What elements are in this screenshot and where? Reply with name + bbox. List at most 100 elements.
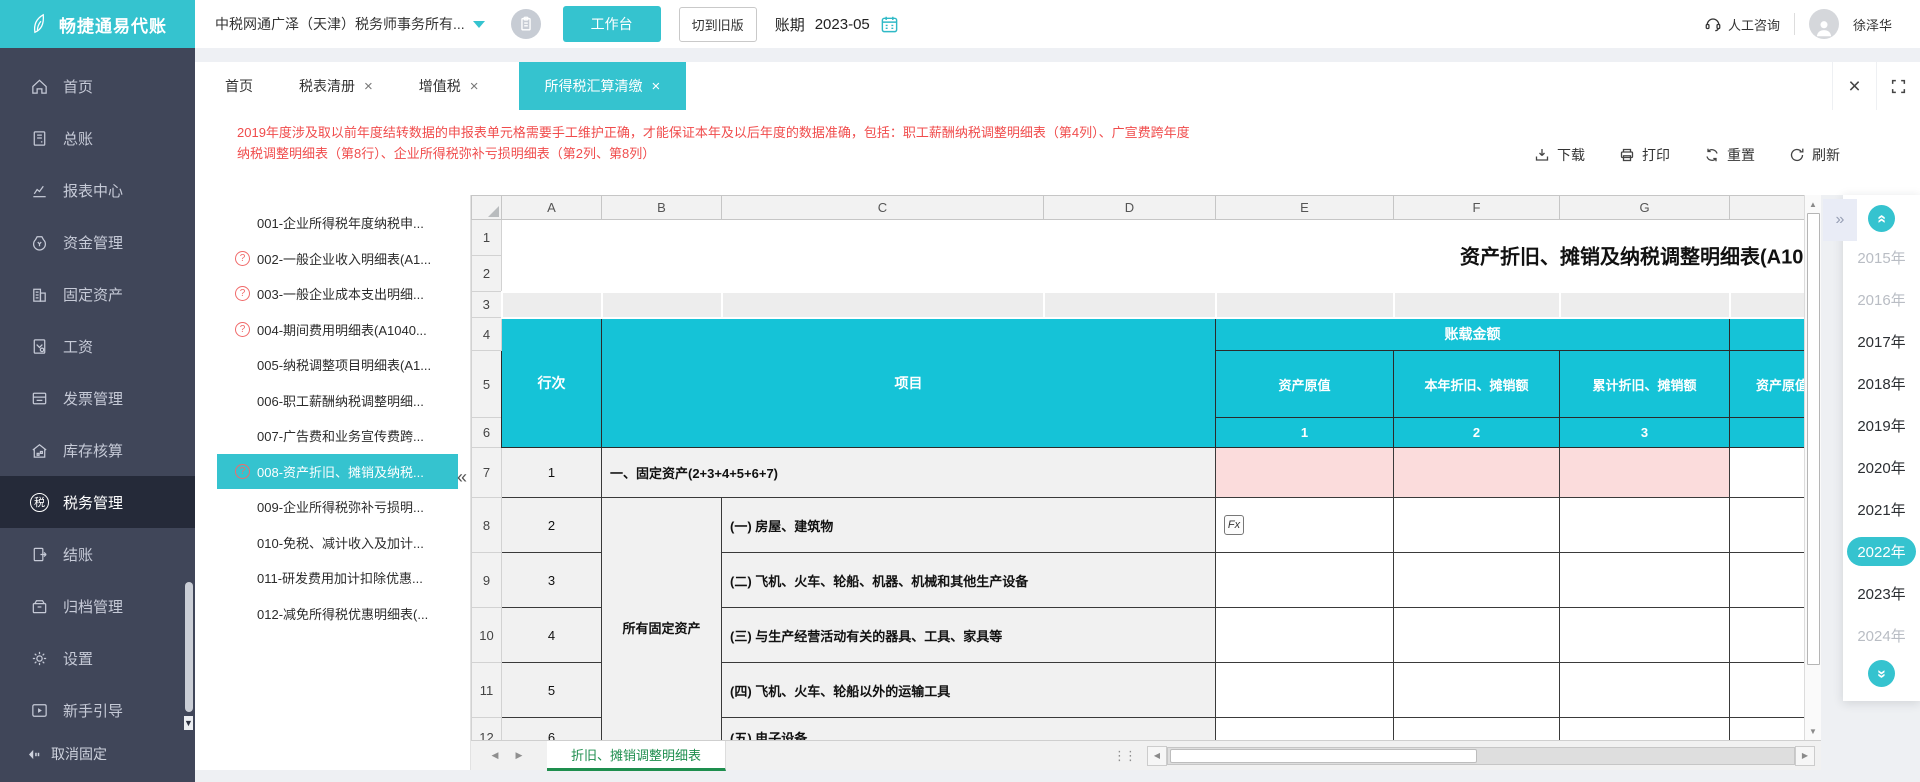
data-cell[interactable]	[1215, 552, 1394, 608]
sheet-prev-icon[interactable]: ◀	[491, 750, 499, 760]
unpin-sidebar-button[interactable]: 取消固定	[0, 736, 195, 772]
sidebar-item-report-center[interactable]: 报表中心	[0, 164, 195, 216]
year-2023[interactable]: 2023年	[1857, 585, 1906, 603]
project-cell[interactable]: (三) 与生产经营活动有关的器具、工具、家具等	[721, 607, 1216, 663]
refresh-button[interactable]: 刷新	[1789, 145, 1840, 165]
form-item-001[interactable]: 001-企业所得税年度纳税申...	[257, 216, 424, 232]
col-header[interactable]: B	[601, 195, 722, 220]
col-header[interactable]: D	[1043, 195, 1216, 220]
horizontal-scroll-thumb[interactable]	[1170, 748, 1477, 763]
sidebar-item-funds[interactable]: 资金管理	[0, 216, 195, 268]
sidebar-item-closing[interactable]: 结账	[0, 528, 195, 580]
sidebar-scrollbar[interactable]	[185, 582, 193, 712]
data-cell[interactable]	[1393, 607, 1560, 663]
data-cell[interactable]	[1393, 717, 1560, 740]
help-icon[interactable]: ?	[235, 250, 250, 266]
header-partial-col[interactable]: 资产原值	[1729, 350, 1804, 418]
years-up-button[interactable]: «	[1868, 205, 1895, 232]
download-button[interactable]: 下载	[1534, 145, 1585, 165]
merged-category-cell[interactable]: 所有固定资产	[601, 497, 722, 740]
header-cell[interactable]	[1729, 417, 1804, 448]
data-cell[interactable]	[1559, 497, 1730, 553]
project-cell[interactable]: (一) 房屋、建筑物	[721, 497, 1216, 553]
vertical-scroll-thumb[interactable]	[1806, 213, 1820, 665]
year-2021[interactable]: 2021年	[1857, 501, 1906, 519]
close-icon[interactable]: ×	[364, 77, 373, 95]
computed-cell[interactable]	[1215, 447, 1394, 498]
col-header[interactable]: E	[1215, 195, 1394, 220]
row-header[interactable]: 4	[471, 317, 502, 351]
clipboard-icon[interactable]	[510, 9, 541, 39]
cell[interactable]	[1214, 290, 1395, 319]
computed-cell[interactable]	[1393, 447, 1560, 498]
period-value[interactable]: 2023-05	[814, 15, 870, 33]
fullscreen-button[interactable]	[1876, 62, 1920, 110]
row-header[interactable]: 3	[471, 291, 502, 318]
header-book-amount[interactable]: 账载金额	[1215, 317, 1730, 351]
scroll-left-icon[interactable]: ◀	[1147, 745, 1167, 766]
form-item-006[interactable]: 006-职工薪酬纳税调整明细...	[257, 393, 424, 409]
horizontal-scrollbar[interactable]: ◀ ▶	[1147, 745, 1815, 766]
form-item-007[interactable]: 007-广告费和业务宣传费跨...	[257, 429, 424, 445]
data-cell[interactable]	[1729, 662, 1804, 718]
project-cell[interactable]: (二) 飞机、火车、轮船、机器、机械和其他生产设备	[721, 552, 1216, 608]
header-accumulated-depreciation[interactable]: 累计折旧、摊销额	[1559, 350, 1730, 418]
company-select[interactable]: 中税网通广泽（天津）税务师事务所有...	[215, 14, 485, 34]
row-header[interactable]: 7	[471, 447, 502, 498]
drag-handle-icon[interactable]: ⋮⋮	[1113, 747, 1137, 763]
close-all-tabs-button[interactable]: ×	[1832, 62, 1876, 110]
data-cell[interactable]	[1729, 497, 1804, 553]
header-cell[interactable]	[1729, 317, 1804, 351]
year-2019[interactable]: 2019年	[1857, 417, 1906, 435]
close-icon[interactable]: ×	[469, 77, 479, 95]
row-header[interactable]: 6	[471, 417, 502, 448]
spreadsheet[interactable]: A B C D E F G 1	[471, 195, 1804, 740]
sidebar-item-home[interactable]: 首页	[0, 60, 195, 112]
sidebar-item-inventory[interactable]: 库存核算	[0, 424, 195, 476]
reset-button[interactable]: 重置	[1704, 145, 1755, 165]
help-icon[interactable]: ?	[235, 321, 250, 337]
header-project[interactable]: 项目	[601, 317, 1216, 448]
data-cell[interactable]	[1559, 662, 1730, 718]
scroll-down-icon[interactable]: ▼	[1809, 726, 1817, 736]
form-item-010[interactable]: 010-免税、减计收入及加计...	[257, 535, 424, 551]
line-no-cell[interactable]: 1	[501, 447, 602, 498]
form-item-002[interactable]: ? 002-一般企业收入明细表(A1...	[195, 241, 470, 277]
tab-tax-register[interactable]: 税表清册 ×	[299, 77, 373, 95]
tab-home[interactable]: 首页	[225, 78, 253, 94]
calendar-icon[interactable]	[880, 15, 899, 34]
data-cell[interactable]	[1559, 607, 1730, 663]
avatar[interactable]	[1808, 9, 1839, 39]
workbench-button[interactable]: 工作台	[562, 6, 661, 42]
line-no-cell[interactable]: 3	[501, 552, 602, 608]
form-item-008-active[interactable]: ? 008-资产折旧、摊销及纳税...	[217, 453, 458, 489]
support-link[interactable]: 人工咨询	[1704, 15, 1780, 34]
line-no-cell[interactable]: 2	[501, 497, 602, 553]
header-col-num-3[interactable]: 3	[1559, 417, 1730, 448]
form-item-004[interactable]: ? 004-期间费用明细表(A1040...	[195, 312, 470, 348]
username[interactable]: 徐泽华	[1852, 17, 1892, 33]
data-cell[interactable]	[1729, 552, 1804, 608]
switch-old-version-button[interactable]: 切到旧版	[678, 6, 757, 42]
cell[interactable]	[500, 290, 603, 319]
form-item-003[interactable]: ? 003-一般企业成本支出明细...	[195, 276, 470, 312]
formula-icon[interactable]: Fx	[1224, 515, 1244, 535]
data-cell-selected[interactable]: Fx	[1215, 497, 1394, 553]
cell[interactable]	[1392, 290, 1561, 319]
cell[interactable]	[1558, 290, 1731, 319]
cell[interactable]	[1042, 290, 1217, 319]
sidebar-item-archive[interactable]: 归档管理	[0, 580, 195, 632]
col-header[interactable]	[1729, 195, 1804, 220]
data-cell[interactable]	[1215, 717, 1394, 740]
help-icon[interactable]: ?	[235, 286, 250, 302]
sidebar-item-general-ledger[interactable]: 总账	[0, 112, 195, 164]
cell[interactable]	[600, 290, 723, 319]
header-col-num-2[interactable]: 2	[1393, 417, 1560, 448]
form-item-009[interactable]: 009-企业所得税弥补亏损明...	[257, 500, 424, 516]
collapse-left-icon[interactable]: «	[456, 467, 467, 487]
row-header[interactable]: 2	[471, 255, 502, 292]
tab-income-tax-settlement[interactable]: 所得税汇算清缴 ×	[518, 62, 687, 110]
col-header[interactable]: A	[501, 195, 602, 220]
data-cell[interactable]	[1559, 717, 1730, 740]
sidebar-item-invoice[interactable]: 发票管理	[0, 372, 195, 424]
